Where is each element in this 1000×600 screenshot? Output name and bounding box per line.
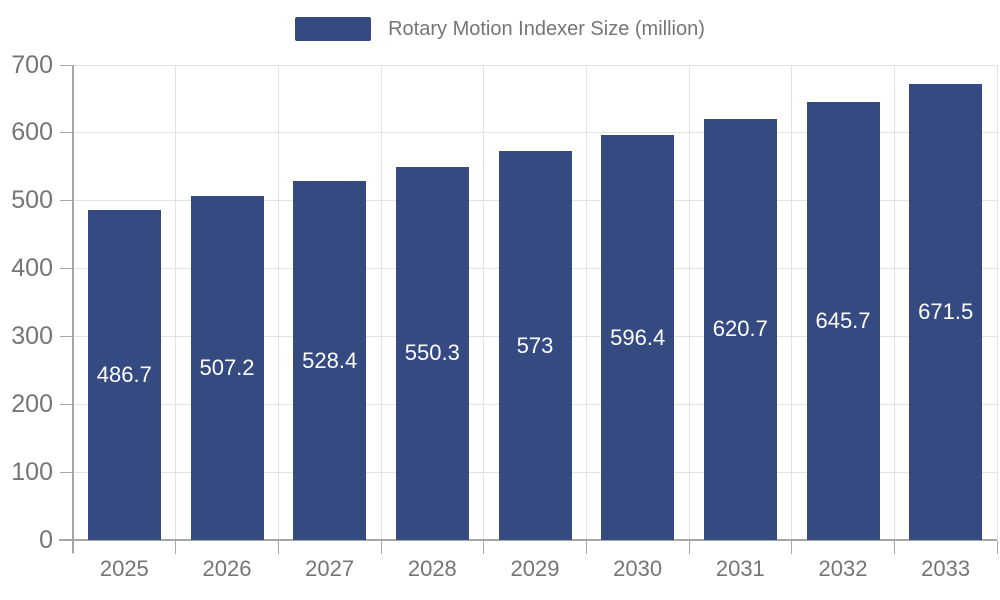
bar-value-label: 573 xyxy=(516,332,554,358)
y-axis-tick xyxy=(60,268,73,270)
bar[interactable]: 671.5 xyxy=(909,84,983,540)
x-axis-tick xyxy=(483,541,485,554)
y-tick-label: 200 xyxy=(11,389,53,418)
bar-value-label: 528.4 xyxy=(302,347,358,373)
x-tick-label: 2030 xyxy=(613,556,663,581)
gridline-vertical xyxy=(688,65,690,540)
x-tick-label: 2033 xyxy=(921,556,971,581)
bar[interactable]: 528.4 xyxy=(293,181,367,540)
gridline-vertical xyxy=(277,65,279,540)
bar[interactable]: 550.3 xyxy=(395,166,469,540)
y-axis-tick xyxy=(60,64,73,66)
gridline-vertical xyxy=(380,65,382,540)
y-axis-tick xyxy=(60,335,73,337)
y-tick-label: 500 xyxy=(11,186,53,215)
x-axis-tick xyxy=(688,541,690,554)
gridline-horizontal xyxy=(73,132,997,134)
plot-area: 0 100 200 300 400 500 600 700 486.7 2025 507.2 2026… xyxy=(11,52,998,581)
bar-value-label: 550.3 xyxy=(404,340,460,366)
x-tick-label: 2027 xyxy=(305,556,355,581)
y-tick-label: 400 xyxy=(11,254,53,283)
bar[interactable]: 596.4 xyxy=(601,135,675,540)
x-tick-label: 2026 xyxy=(202,556,252,581)
bar[interactable]: 645.7 xyxy=(806,101,880,540)
x-axis-line xyxy=(59,539,997,541)
legend-item[interactable]: Rotary Motion Indexer Size (million) xyxy=(0,17,1000,41)
bar-value-label: 486.7 xyxy=(96,361,152,387)
x-tick-label: 2029 xyxy=(510,556,560,581)
legend-swatch xyxy=(295,17,372,41)
x-axis-tick xyxy=(175,541,177,554)
gridline-vertical xyxy=(893,65,895,540)
bar-value-label: 671.5 xyxy=(918,299,974,325)
bar[interactable]: 620.7 xyxy=(703,118,777,540)
y-tick-label: 600 xyxy=(11,118,53,147)
y-axis-tick xyxy=(60,200,73,202)
bar[interactable]: 573 xyxy=(498,151,572,540)
y-axis-tick xyxy=(60,132,73,134)
y-tick-label: 100 xyxy=(11,457,53,486)
x-tick-label: 2031 xyxy=(715,556,765,581)
y-tick-label: 300 xyxy=(11,321,53,350)
gridline-vertical xyxy=(996,65,998,540)
x-axis-tick xyxy=(380,541,382,554)
bar-value-label: 645.7 xyxy=(815,307,871,333)
y-tick-label: 700 xyxy=(11,50,53,79)
x-axis-tick xyxy=(996,541,998,554)
bar-value-label: 507.2 xyxy=(199,354,255,380)
gridline-vertical xyxy=(175,65,177,540)
bar-value-label: 596.4 xyxy=(610,324,666,350)
x-axis-tick xyxy=(893,541,895,554)
y-axis-tick xyxy=(60,403,73,405)
x-axis-tick xyxy=(791,541,793,554)
x-tick-label: 2025 xyxy=(99,556,149,581)
x-tick-label: 2032 xyxy=(818,556,868,581)
legend-label: Rotary Motion Indexer Size (million) xyxy=(388,17,705,40)
x-axis-tick xyxy=(585,541,587,554)
gridline-horizontal xyxy=(73,64,997,66)
bar[interactable]: 507.2 xyxy=(190,195,264,540)
y-axis-line xyxy=(72,65,74,553)
gridline-vertical xyxy=(483,65,485,540)
y-axis-tick xyxy=(60,471,73,473)
x-tick-label: 2028 xyxy=(407,556,457,581)
bar[interactable]: 486.7 xyxy=(87,209,161,540)
gridline-vertical xyxy=(585,65,587,540)
gridline-vertical xyxy=(791,65,793,540)
x-axis-tick xyxy=(277,541,279,554)
bar-value-label: 620.7 xyxy=(712,316,768,342)
y-tick-label: 0 xyxy=(39,525,53,554)
